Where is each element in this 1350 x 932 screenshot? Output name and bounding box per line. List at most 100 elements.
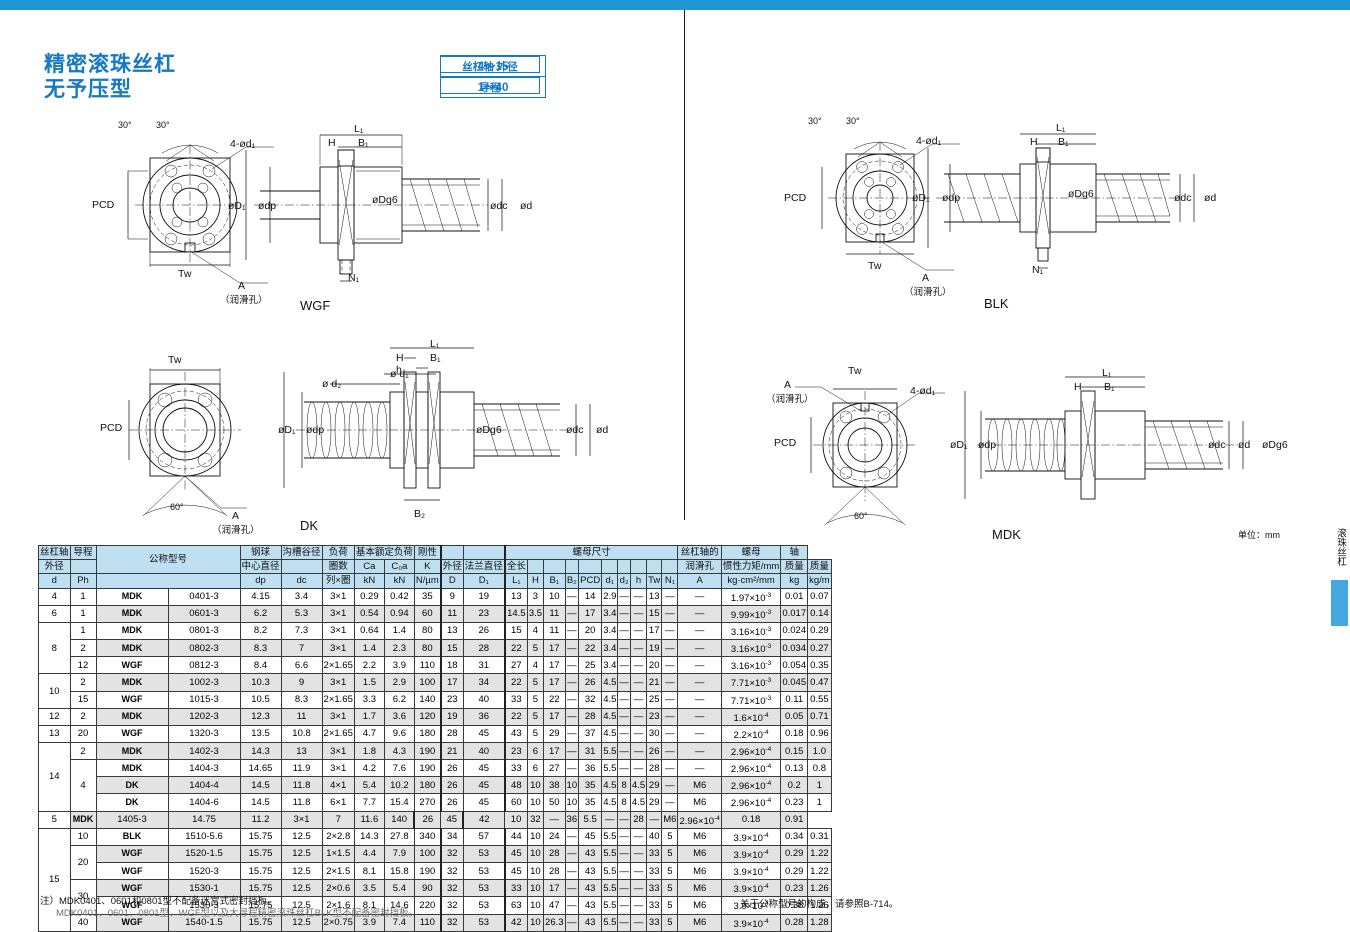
dk-dc-label: ødc xyxy=(566,424,584,436)
cell-N1: — xyxy=(661,793,679,812)
cell-ca: 8.1 xyxy=(353,862,385,881)
th-ph-3: Ph xyxy=(69,573,97,589)
spec-summary-table: 丝杠轴 外径 4～15 导程 1～40 xyxy=(440,55,546,98)
cell-d2: — xyxy=(617,724,631,743)
mdk-dp-label: ødp xyxy=(978,439,997,451)
cell-d1: 5.5 xyxy=(601,862,619,881)
cell-nut_mass: 0.29 xyxy=(780,844,809,864)
dk-a-label: A xyxy=(232,510,240,522)
th-d2-3: d₂ xyxy=(617,573,631,589)
cell-h: — xyxy=(629,656,648,675)
cell-shaft-diameter: 12 xyxy=(38,707,71,726)
th-dp-2: 中心直径 xyxy=(239,559,282,575)
cell-H: 10 xyxy=(504,810,528,829)
cell-PCD: 28 xyxy=(578,707,603,726)
cell-D: 26 xyxy=(439,776,464,795)
cell-N1: — xyxy=(661,656,679,675)
cell-h: — xyxy=(629,844,648,864)
blk-angle-right-label: 30° xyxy=(846,116,860,126)
cell-B2: — xyxy=(564,896,580,915)
cell-D1: 45 xyxy=(440,810,464,829)
cell-N1: — xyxy=(661,604,679,623)
cell-nut_mass: 0.18 xyxy=(720,810,782,829)
blk-tw-label: Tw xyxy=(868,260,882,272)
cell-turns: 3×1 xyxy=(321,707,355,726)
cell-ca: 14.3 xyxy=(353,827,385,846)
blk-pcd-label: PCD xyxy=(784,192,807,204)
cell-series: MDK xyxy=(95,673,169,692)
th-d-1: 丝杠轴 xyxy=(38,544,71,561)
cell-B2: — xyxy=(564,673,580,692)
cell-Tw: 40 xyxy=(646,827,663,846)
th-coa-3: kN xyxy=(383,573,415,589)
cell-nut_mass: 0.05 xyxy=(780,707,809,726)
cell-L1: 33 xyxy=(503,690,528,709)
cell-coa: 3.6 xyxy=(383,707,415,726)
cell-d1: 4.5 xyxy=(601,724,619,743)
cell-coa: 14.6 xyxy=(383,896,415,915)
cell-shaft_mass: 1.0 xyxy=(807,741,832,761)
cell-L1: 42 xyxy=(503,913,528,932)
drawing-blk: 30° 30° 4-ød₁ PCD Tw A （润滑孔） L₁ H B₁ øD₁… xyxy=(780,110,1340,311)
cell-h: 4.5 xyxy=(629,776,648,795)
cell-series: MDK xyxy=(95,741,169,761)
cell-lead: 20 xyxy=(69,844,97,881)
cell-h: — xyxy=(629,724,648,743)
cell-B1: 50 xyxy=(543,793,566,812)
cell-inertia: 2.2×10-4 xyxy=(720,724,782,743)
table-row: 4 1 MDK 0401-3 4.15 3.4 3×1 0.29 0.42 35 9 19 13 3 10—… xyxy=(38,587,832,606)
cell-D: 18 xyxy=(439,656,464,675)
cell-L1: 14.5 xyxy=(503,604,528,623)
cell-Tw: 33 xyxy=(646,862,663,881)
cell-B2: — xyxy=(564,879,580,898)
th-PCD-3: PCD xyxy=(578,573,603,589)
th-D-3: D xyxy=(439,573,464,589)
cell-D: 32 xyxy=(439,879,464,898)
cell-coa: 3.9 xyxy=(383,656,415,675)
cell-shaft_mass: 1.22 xyxy=(807,844,832,864)
cell-L1: 22 xyxy=(503,673,528,692)
th-Tw-2 xyxy=(646,559,663,575)
cell-coa: 5.4 xyxy=(383,879,415,898)
cell-k: 180 xyxy=(413,776,442,795)
cell-B2: — xyxy=(564,621,580,641)
cell-d2: — xyxy=(617,827,631,846)
th-k-3: N/µm xyxy=(413,573,442,589)
cell-model: 1520-1.5 xyxy=(167,844,241,864)
cell-shaft_mass: 1 xyxy=(807,776,832,795)
cell-ca: 7.7 xyxy=(353,793,385,812)
cell-B2: — xyxy=(564,759,580,778)
cell-dc: 11.9 xyxy=(280,759,323,778)
top-accent-band xyxy=(0,0,1350,10)
cell-d1: 2.9 xyxy=(601,587,619,606)
cell-turns: 2×2.8 xyxy=(321,827,355,846)
cell-d2: — xyxy=(617,707,631,726)
cell-k: 80 xyxy=(413,639,442,658)
cell-turns: 2×1.65 xyxy=(321,656,355,675)
cell-turns: 2×1.6 xyxy=(321,896,355,915)
th-inertia-1: 丝杠轴的 xyxy=(677,544,722,561)
cell-ca: 8.1 xyxy=(353,896,385,915)
blk-angle-left-label: 30° xyxy=(808,116,822,126)
cell-shaft_mass: 1 xyxy=(807,793,832,812)
th-shaftmass-3: kg/m xyxy=(807,573,832,589)
th-nut-size: 螺母尺寸 xyxy=(503,544,679,561)
cell-A: — xyxy=(677,741,722,761)
cell-k: 340 xyxy=(413,827,442,846)
cell-d2: — xyxy=(617,621,631,641)
cell-A: — xyxy=(677,707,722,726)
cell-nut_mass: 0.017 xyxy=(780,604,809,623)
cell-d2: — xyxy=(601,810,619,829)
cell-B1: 17 xyxy=(543,741,566,761)
cell-PCD: 43 xyxy=(578,862,603,881)
th-B2-3: B₂ xyxy=(564,573,580,589)
cell-k: 100 xyxy=(413,844,442,864)
cell-H: 4 xyxy=(526,621,545,641)
cell-H: 10 xyxy=(526,879,545,898)
cell-Tw: 25 xyxy=(646,690,663,709)
cell-shaft_mass: 0.96 xyxy=(807,724,832,743)
wgf-d-label: ød xyxy=(520,200,533,212)
cell-model: 1510-5.6 xyxy=(167,827,241,846)
cell-d1: 3.4 xyxy=(601,604,619,623)
cell-d2: — xyxy=(617,604,631,623)
